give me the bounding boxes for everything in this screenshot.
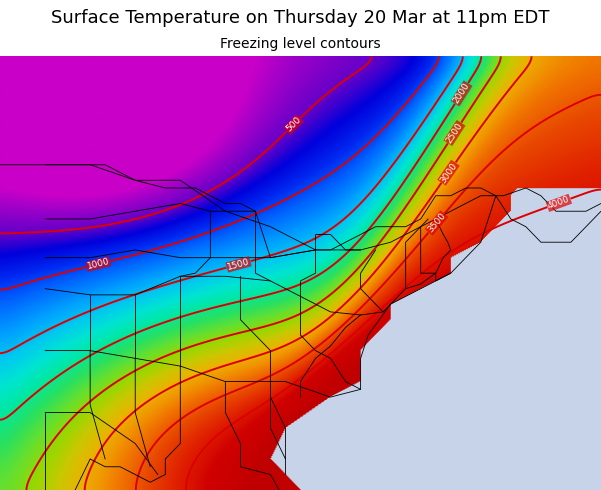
Text: 3500: 3500 <box>426 211 448 235</box>
Text: 2000: 2000 <box>451 81 471 105</box>
Text: 4000: 4000 <box>546 195 571 211</box>
Text: 500: 500 <box>284 116 303 134</box>
Text: Freezing level contours: Freezing level contours <box>220 37 381 51</box>
Text: 3000: 3000 <box>438 161 459 185</box>
Text: Surface Temperature on Thursday 20 Mar at 11pm EDT: Surface Temperature on Thursday 20 Mar a… <box>51 9 550 27</box>
Text: 1500: 1500 <box>227 257 251 272</box>
Text: 1000: 1000 <box>86 257 111 271</box>
Text: 2500: 2500 <box>445 121 465 145</box>
